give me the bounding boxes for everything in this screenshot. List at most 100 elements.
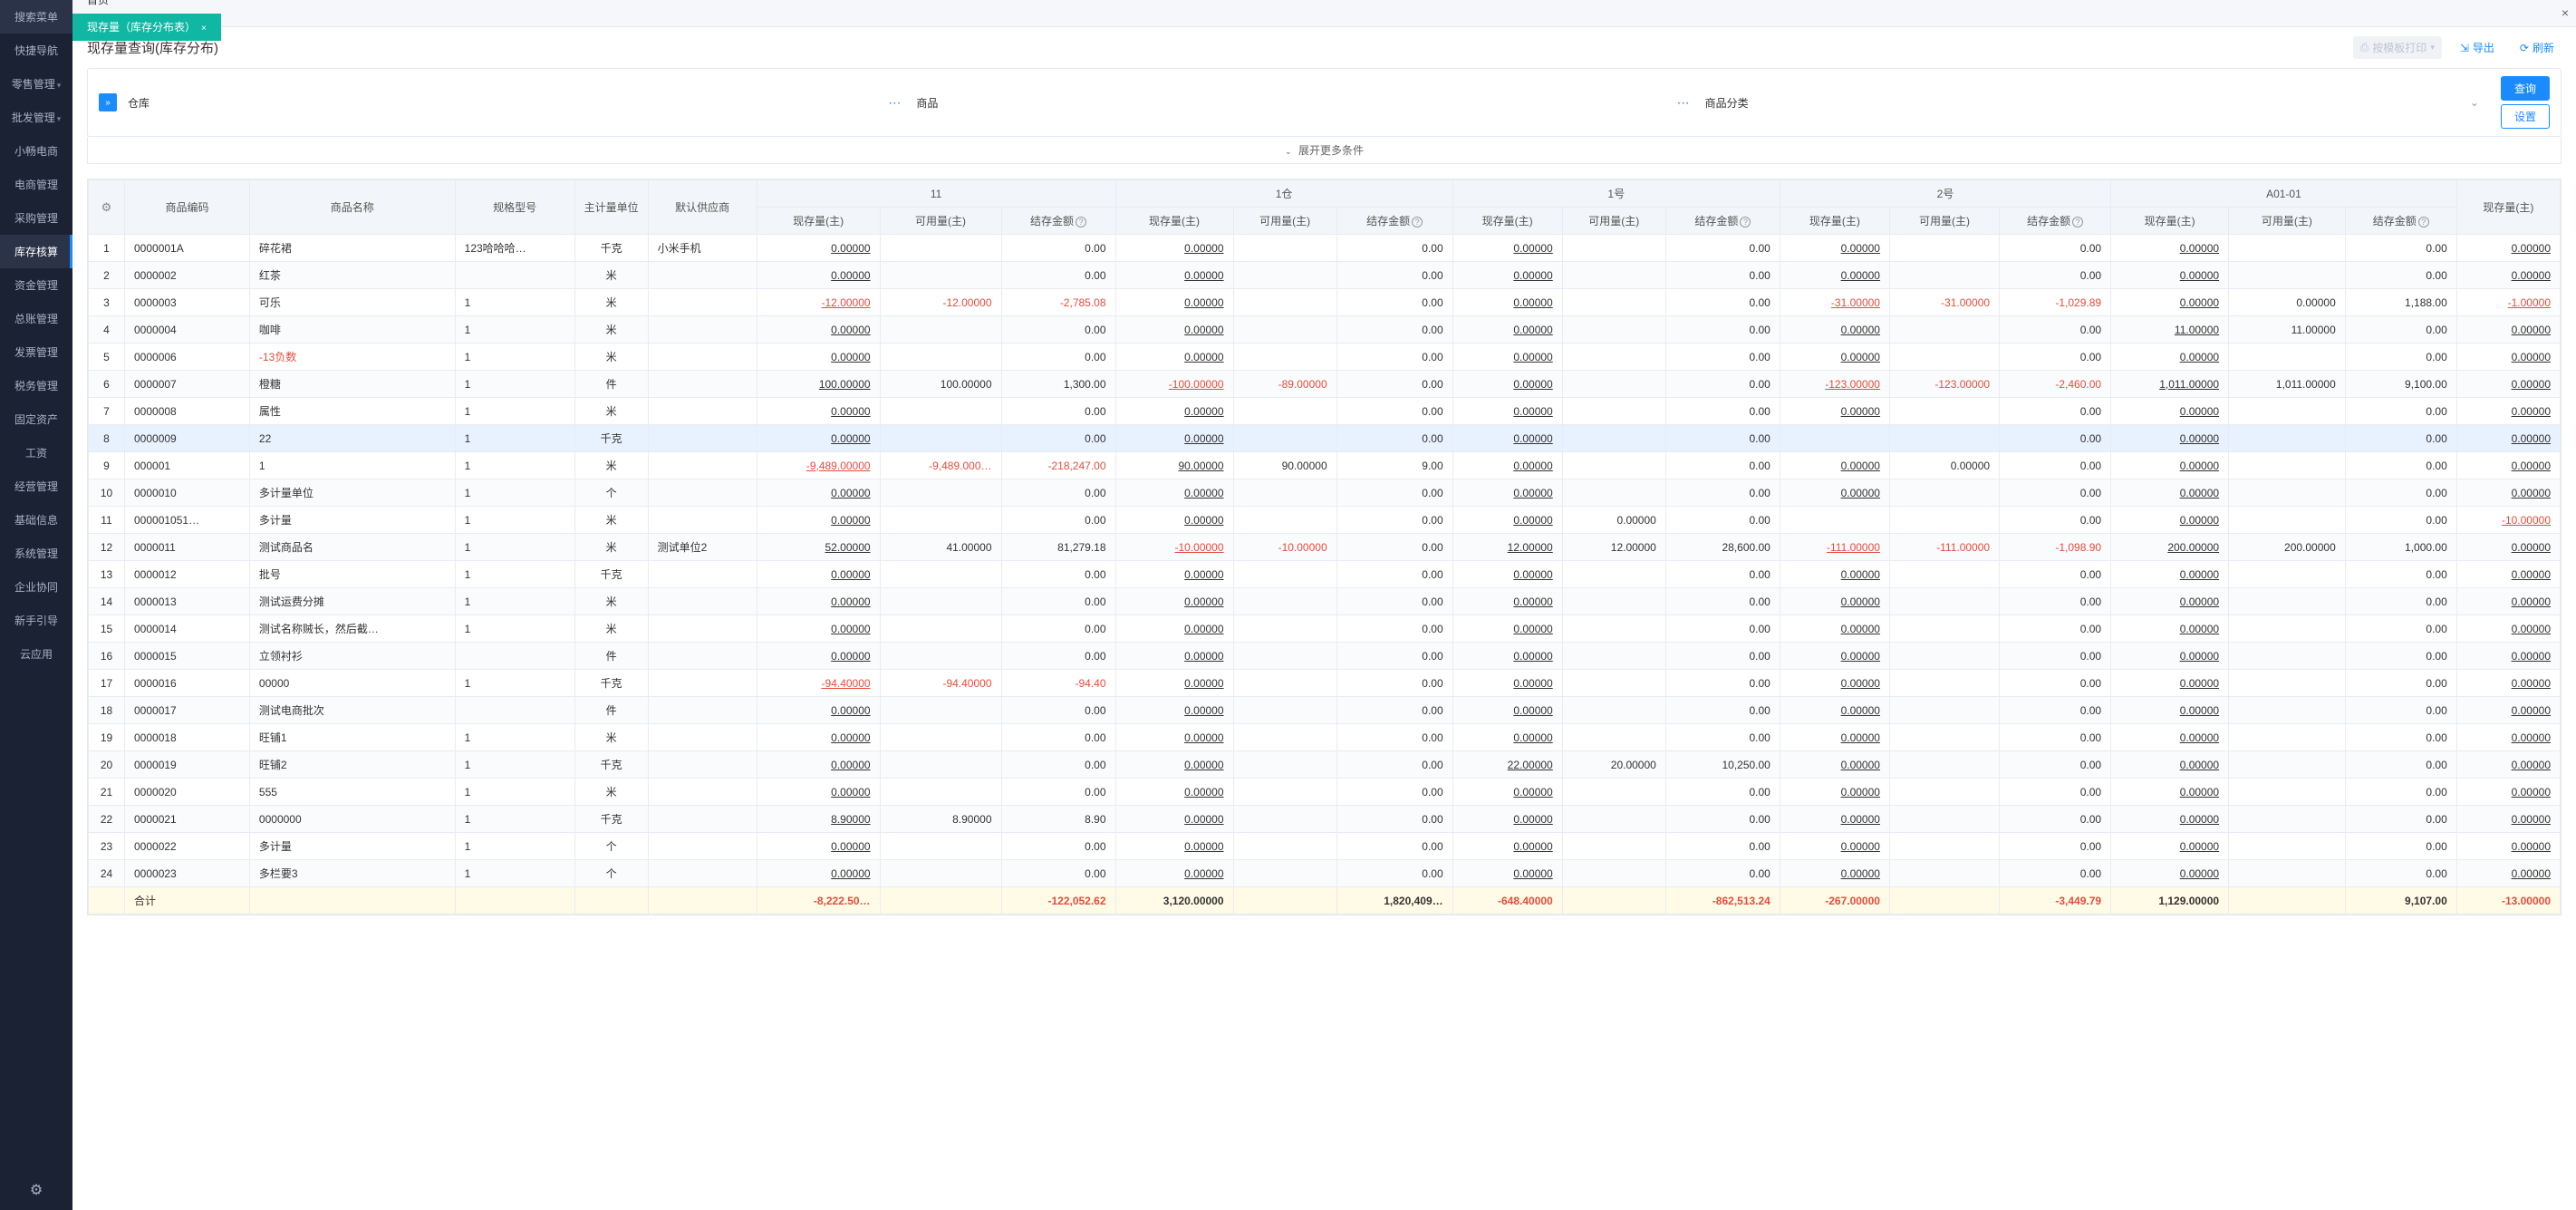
sidebar-item[interactable]: 搜索菜单 [0,0,72,34]
cell[interactable]: -10.00000 [2456,507,2560,534]
cell[interactable]: -123.00000 [1780,371,1889,398]
cell[interactable]: 0.00000 [2456,697,2560,724]
cell[interactable]: 0.00000 [1452,507,1562,534]
tab[interactable]: 现存量（库存分布表）× [72,14,221,41]
cell[interactable]: 0.00000 [1115,588,1233,615]
cell[interactable]: 0.00000 [1452,561,1562,588]
cell[interactable]: 0.00000 [2456,534,2560,561]
query-button[interactable]: 查询 [2501,76,2550,101]
cell[interactable]: 0.00000 [1780,344,1889,371]
help-icon[interactable]: ? [1412,217,1423,227]
cell[interactable]: 0.00000 [1780,316,1889,344]
cell[interactable]: 0.00000 [2456,425,2560,452]
cell[interactable]: 0.00000 [757,344,880,371]
cell[interactable]: 12.00000 [1452,534,1562,561]
cell[interactable]: 0.00000 [1115,833,1233,860]
sidebar-item[interactable]: 采购管理 [0,201,72,235]
cell[interactable]: 8.90000 [757,806,880,833]
cell[interactable]: 0.00000 [1780,615,1889,643]
cell[interactable]: 0.00000 [757,425,880,452]
cell[interactable]: 0.00000 [1452,479,1562,507]
cell[interactable]: 0.00000 [2111,670,2229,697]
cell[interactable]: 0.00000 [2111,262,2229,289]
cell[interactable]: 0.00000 [1452,860,1562,887]
sidebar-item[interactable]: 基础信息 [0,503,72,537]
sidebar-item[interactable]: 新手引导 [0,604,72,637]
cell[interactable]: 0.00000 [757,398,880,425]
cell[interactable]: 0.00000 [2456,860,2560,887]
collapse-filter-button[interactable]: » [99,93,117,111]
sidebar-item[interactable]: 云应用 [0,637,72,671]
cell[interactable]: 0.00000 [1780,561,1889,588]
cell[interactable]: 0.00000 [2456,235,2560,262]
cell[interactable]: 0.00000 [1452,806,1562,833]
cell[interactable]: 0.00000 [1780,779,1889,806]
cell[interactable]: 0.00000 [2456,779,2560,806]
cell[interactable]: 0.00000 [1452,697,1562,724]
cell[interactable]: 0.00000 [1452,425,1562,452]
cell[interactable]: 0.00000 [1115,316,1233,344]
cell[interactable]: 0.00000 [2456,371,2560,398]
cell[interactable]: 0.00000 [1780,860,1889,887]
sidebar-item[interactable]: 电商管理 [0,168,72,201]
product-picker[interactable]: ⋯ [1670,95,1698,111]
cell[interactable]: 0.00000 [2456,316,2560,344]
cell[interactable]: 0.00000 [1115,724,1233,751]
export-button[interactable]: ⇲ 导出 [2453,36,2502,59]
cell[interactable]: 0.00000 [1452,316,1562,344]
cell[interactable]: 0.00000 [2456,833,2560,860]
cell[interactable]: 11.00000 [2111,316,2229,344]
cell[interactable] [1780,507,1889,534]
sidebar-item[interactable]: 快捷导航 [0,34,72,67]
cell[interactable]: 0.00000 [1115,398,1233,425]
help-icon[interactable]: ? [1076,217,1086,227]
cell[interactable]: 0.00000 [1780,262,1889,289]
cell[interactable]: 0.00000 [2111,507,2229,534]
cell[interactable]: 0.00000 [1780,398,1889,425]
help-icon[interactable]: ? [1740,217,1751,227]
cell[interactable]: -12.00000 [757,289,880,316]
cell[interactable]: 0.00000 [1452,371,1562,398]
sidebar-item[interactable]: 总账管理 [0,302,72,335]
cell[interactable]: 0.00000 [2456,398,2560,425]
cell[interactable]: 0.00000 [2456,643,2560,670]
cell[interactable]: 0.00000 [1452,615,1562,643]
sidebar-item[interactable]: 零售管理▾ [0,67,72,101]
cell[interactable]: 0.00000 [757,479,880,507]
cell[interactable]: -94.40000 [757,670,880,697]
warehouse-input[interactable] [157,91,881,114]
cell[interactable]: 0.00000 [1115,289,1233,316]
cell[interactable]: 0.00000 [1115,479,1233,507]
expand-filters-button[interactable]: ⌄ 展开更多条件 [87,137,2562,164]
cell[interactable]: 0.00000 [1780,235,1889,262]
cell[interactable]: 90.00000 [1115,452,1233,479]
cell[interactable]: 1,011.00000 [2111,371,2229,398]
cell[interactable]: 0.00000 [2111,615,2229,643]
cell[interactable]: 0.00000 [1115,779,1233,806]
cell[interactable]: 0.00000 [1115,344,1233,371]
cell[interactable]: -10.00000 [1115,534,1233,561]
cell[interactable]: 0.00000 [1780,452,1889,479]
cell[interactable]: 0.00000 [1780,833,1889,860]
category-dropdown[interactable]: ⌄ [2463,96,2486,109]
cell[interactable]: 0.00000 [2456,751,2560,779]
cell[interactable]: 0.00000 [1452,833,1562,860]
cell[interactable]: 0.00000 [2111,479,2229,507]
tab[interactable]: 首页 [72,0,221,14]
cell[interactable]: 100.00000 [757,371,880,398]
cell[interactable]: 0.00000 [2111,344,2229,371]
cell[interactable]: 0.00000 [2456,452,2560,479]
cell[interactable]: -1.00000 [2456,289,2560,316]
help-icon[interactable]: ? [2418,217,2429,227]
cell[interactable]: 0.00000 [757,316,880,344]
cell[interactable]: 0.00000 [2456,588,2560,615]
cell[interactable]: 0.00000 [2456,724,2560,751]
cell[interactable]: 0.00000 [1452,779,1562,806]
cell[interactable]: 0.00000 [1115,561,1233,588]
cell[interactable]: 0.00000 [757,588,880,615]
cell[interactable]: 0.00000 [757,643,880,670]
sidebar-item[interactable]: 经营管理 [0,469,72,503]
cell[interactable]: 0.00000 [2456,670,2560,697]
cell[interactable]: 0.00000 [2111,643,2229,670]
sidebar-item[interactable]: 小畅电商 [0,134,72,168]
